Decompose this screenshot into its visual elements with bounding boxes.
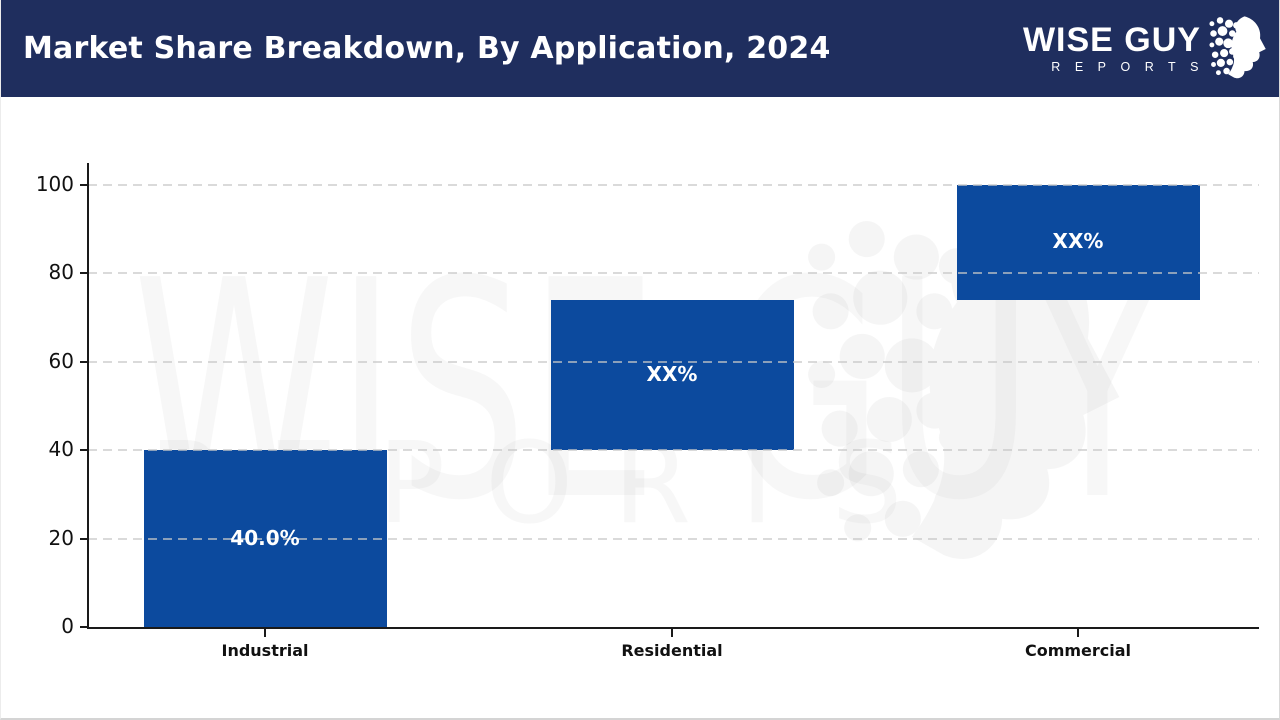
y-tick-mark	[80, 626, 88, 628]
header-bar: Market Share Breakdown, By Application, …	[1, 0, 1279, 97]
page-title: Market Share Breakdown, By Application, …	[23, 31, 831, 66]
y-tick-label: 20	[48, 525, 74, 550]
x-tick-mark	[671, 629, 673, 637]
gridline-y-60	[88, 360, 1259, 363]
x-tick-mark	[1077, 629, 1079, 637]
brand-subtitle: REPORTS	[1051, 59, 1213, 74]
x-category-label: Commercial	[1024, 641, 1132, 660]
bar-value-label: XX%	[1052, 229, 1104, 254]
y-tick-mark	[80, 360, 88, 363]
y-tick-label: 0	[61, 614, 74, 638]
y-axis-line	[87, 163, 89, 629]
brand-wordmark: WISE GUY REPORTS	[1022, 21, 1201, 73]
bar-commercial	[956, 185, 1200, 300]
y-tick-label: 80	[48, 260, 74, 285]
y-tick-mark	[80, 184, 88, 186]
x-category-label: Residential	[621, 641, 723, 660]
x-axis-line	[87, 627, 1259, 629]
x-category-label: Industrial	[221, 641, 309, 660]
y-tick-mark	[80, 449, 88, 452]
y-tick-mark	[80, 537, 88, 540]
y-tick-label: 40	[48, 437, 74, 462]
y-tick-mark	[80, 272, 88, 275]
brand-logo: WISE GUY REPORTS	[1023, 0, 1269, 97]
bar-value-label: XX%	[646, 362, 698, 387]
y-tick-label: 60	[48, 348, 74, 373]
brand-name: WISE GUY	[1022, 21, 1201, 60]
bar-residential	[550, 299, 794, 451]
x-tick-mark	[264, 629, 266, 637]
gridline-y-40	[88, 449, 1259, 452]
bar-value-label: 40.0%	[230, 525, 300, 550]
gridline-y-80	[88, 272, 1259, 275]
y-tick-label: 100	[35, 172, 74, 196]
gridline-y-100	[88, 184, 1259, 186]
gridline-y-20	[88, 537, 1259, 540]
dotted-face-profile-icon	[1209, 15, 1266, 78]
